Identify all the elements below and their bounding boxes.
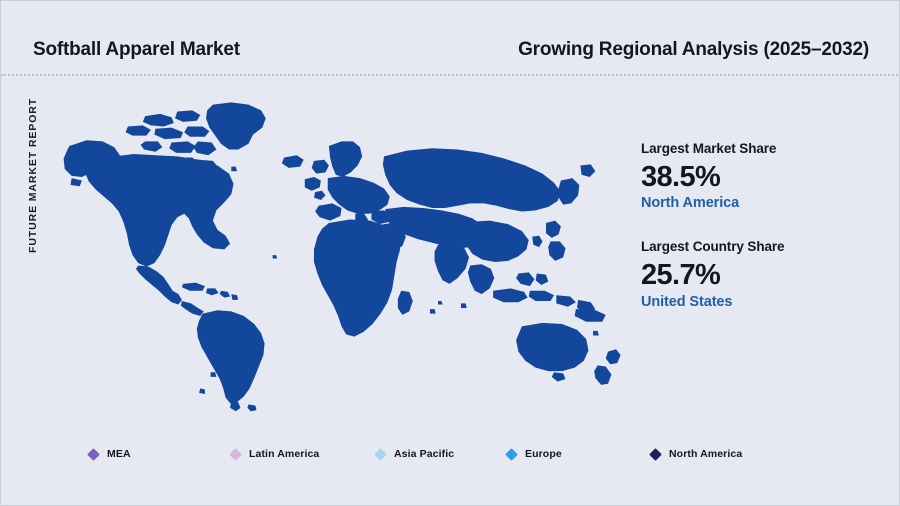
legend-diamond-icon [649, 447, 662, 461]
world-map [59, 97, 639, 427]
stat-region: North America [641, 195, 740, 212]
legend-item-asia-pacific: Asia Pacific [374, 447, 455, 461]
stats-panel: Largest Market Share 38.5% North America… [641, 141, 881, 310]
stat-value: 38.5% [641, 161, 721, 193]
legend-label: MEA [107, 448, 131, 460]
stat-block-largest-market-share: Largest Market Share 38.5% North America [641, 141, 881, 211]
header: Softball Apparel Market Growing Regional… [1, 1, 899, 76]
world-map-icon [63, 102, 621, 412]
legend-diamond-icon [505, 447, 518, 461]
legend-label: Latin America [249, 448, 320, 460]
stat-value: 25.7% [641, 259, 721, 292]
legend-label: Europe [525, 448, 562, 460]
stat-label: Largest Country Share [641, 239, 785, 255]
stat-label: Largest Market Share [641, 141, 777, 156]
legend-label: North America [669, 448, 743, 460]
legend-label: Asia Pacific [394, 448, 455, 460]
legend-item-latin-america: Latin America [229, 447, 320, 461]
stat-block-largest-country-share: Largest Country Share 25.7% United State… [641, 239, 881, 309]
header-divider [1, 74, 899, 76]
page-title: Softball Apparel Market [33, 39, 240, 60]
legend-item-north-america: North America [649, 447, 743, 461]
legend-diamond-icon [87, 447, 100, 461]
brand-watermark-label: FUTURE MARKET REPORT [27, 97, 39, 253]
legend-diamond-icon [374, 447, 387, 461]
legend-item-mea: MEA [87, 447, 131, 461]
header-subtitle: Growing Regional Analysis (2025–2032) [518, 39, 869, 60]
stat-region: United States [641, 293, 733, 310]
legend: MEA Latin America Asia Pacific Europe No… [87, 447, 829, 468]
legend-item-europe: Europe [505, 447, 562, 461]
legend-diamond-icon [229, 447, 242, 461]
